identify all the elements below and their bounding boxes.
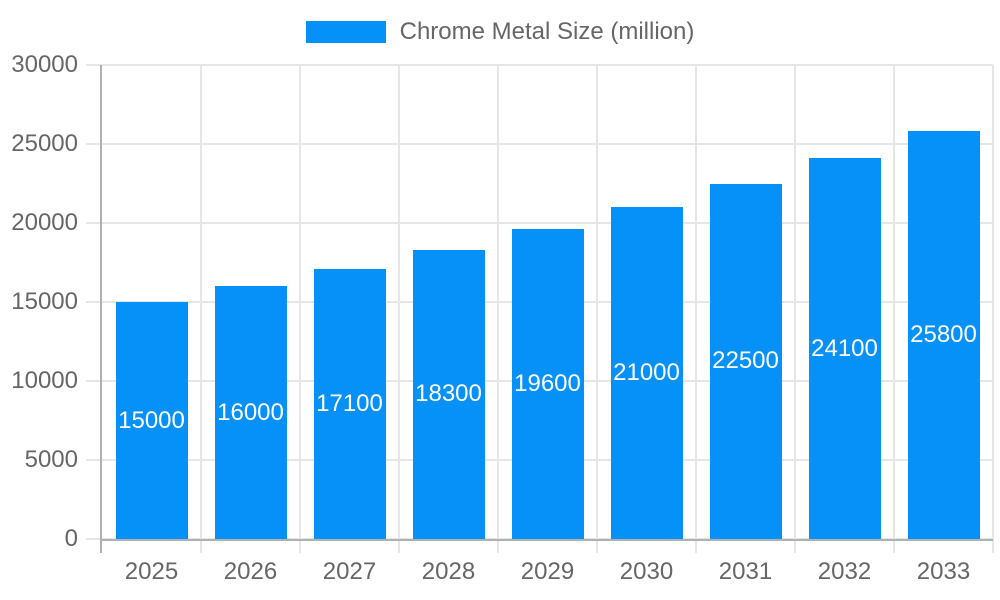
legend-swatch-icon bbox=[305, 21, 386, 43]
bar-value-label: 18300 bbox=[415, 380, 482, 408]
x-gridline bbox=[794, 65, 796, 553]
bar[interactable] bbox=[412, 249, 485, 539]
y-axis-tick bbox=[86, 301, 102, 303]
x-axis-label: 2027 bbox=[322, 558, 377, 585]
y-axis-label: 5000 bbox=[24, 446, 78, 473]
y-axis-tick bbox=[86, 380, 102, 382]
bar-value-label: 15000 bbox=[118, 406, 185, 434]
x-axis-label: 2029 bbox=[520, 558, 575, 585]
x-gridline bbox=[893, 65, 895, 553]
x-axis-line bbox=[100, 539, 993, 541]
bar-value-label: 19600 bbox=[514, 370, 581, 398]
bar-value-label: 21000 bbox=[613, 359, 680, 387]
y-axis-label: 10000 bbox=[11, 367, 78, 394]
bar-value-label: 17100 bbox=[316, 389, 383, 417]
x-gridline bbox=[596, 65, 598, 553]
legend-label: Chrome Metal Size (million) bbox=[399, 18, 695, 45]
x-axis-label: 2031 bbox=[718, 558, 773, 585]
y-axis-label: 30000 bbox=[11, 51, 78, 78]
y-axis-tick bbox=[86, 64, 102, 66]
bar[interactable] bbox=[610, 207, 683, 539]
y-axis-label: 25000 bbox=[11, 130, 78, 157]
y-gridline bbox=[102, 64, 993, 66]
x-gridline bbox=[497, 65, 499, 553]
bar-value-label: 22500 bbox=[712, 347, 779, 375]
bar[interactable] bbox=[313, 268, 386, 539]
x-axis-label: 2033 bbox=[916, 558, 971, 585]
x-gridline bbox=[200, 65, 202, 553]
y-axis-tick bbox=[86, 538, 102, 540]
y-axis-label: 20000 bbox=[11, 209, 78, 236]
y-gridline bbox=[102, 143, 993, 145]
x-axis-label: 2030 bbox=[619, 558, 674, 585]
x-gridline bbox=[299, 65, 301, 553]
x-gridline bbox=[695, 65, 697, 553]
y-axis-tick bbox=[86, 143, 102, 145]
x-axis-label: 2025 bbox=[124, 558, 179, 585]
chart-legend[interactable]: Chrome Metal Size (million) bbox=[0, 18, 1000, 46]
y-axis-line bbox=[100, 65, 102, 553]
bar[interactable] bbox=[808, 158, 881, 539]
bar[interactable] bbox=[214, 286, 287, 539]
bar[interactable] bbox=[511, 229, 584, 539]
y-axis-tick bbox=[86, 222, 102, 224]
y-axis-tick bbox=[86, 459, 102, 461]
x-axis-label: 2026 bbox=[223, 558, 278, 585]
x-axis-label: 2028 bbox=[421, 558, 476, 585]
y-axis-label: 15000 bbox=[11, 288, 78, 315]
y-gridline bbox=[102, 222, 993, 224]
y-axis-label: 0 bbox=[64, 525, 78, 552]
bar[interactable] bbox=[907, 131, 980, 539]
bar-value-label: 16000 bbox=[217, 398, 284, 426]
x-gridline bbox=[992, 65, 994, 553]
bar-value-label: 24100 bbox=[811, 334, 878, 362]
bar[interactable] bbox=[115, 302, 188, 539]
bar-value-label: 25800 bbox=[910, 321, 977, 349]
x-axis-label: 2032 bbox=[817, 558, 872, 585]
x-gridline bbox=[398, 65, 400, 553]
bar[interactable] bbox=[709, 183, 782, 539]
